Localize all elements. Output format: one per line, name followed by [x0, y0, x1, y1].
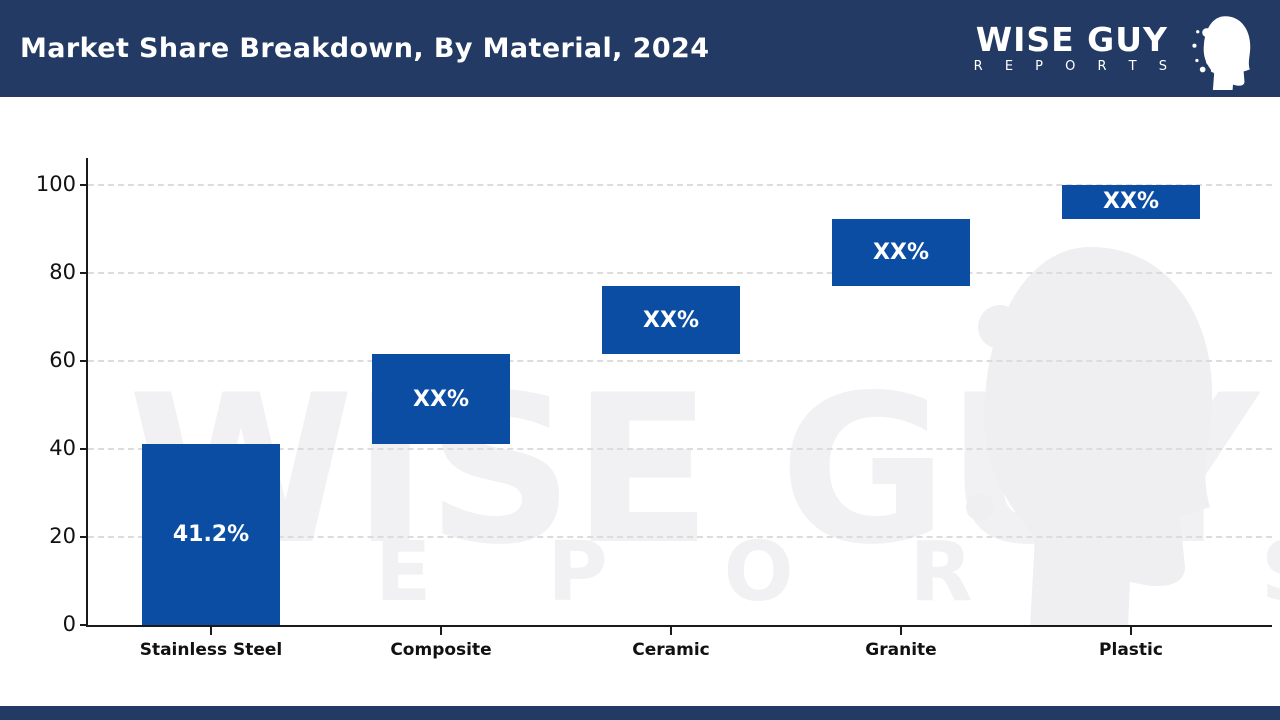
xcat-label-plastic: Plastic [1099, 640, 1163, 660]
bar-value-label: XX% [413, 386, 469, 412]
bar-value-label: XX% [1103, 189, 1159, 215]
xtick-mark [440, 627, 442, 635]
gridline-y100 [88, 184, 1272, 186]
xtick-mark [670, 627, 672, 635]
gridline-y60 [88, 360, 1272, 362]
xcat-label-ceramic: Ceramic [632, 640, 710, 660]
bar-composite: XX% [372, 354, 510, 444]
logo-subtitle: R E P O R T S [973, 59, 1176, 74]
gridline-y40 [88, 448, 1272, 450]
xcat-label-granite: Granite [865, 640, 937, 660]
bar-value-label: XX% [873, 240, 929, 266]
wise-guy-reports-logo: WISE GUY R E P O R T S [968, 8, 1252, 90]
bar-stainless-steel: 41.2% [142, 443, 280, 625]
ytick-mark-40 [80, 448, 88, 450]
ytick-mark-0 [80, 624, 88, 626]
bar-value-label: 41.2% [172, 521, 250, 547]
ytick-label-100: 100 [35, 172, 76, 196]
bar-value-label: XX% [643, 307, 699, 333]
logo-text: WISE GUY R E P O R T S [968, 23, 1176, 74]
ytick-label-60: 60 [49, 348, 76, 372]
xtick-mark [210, 627, 212, 635]
gridline-y20 [88, 536, 1272, 538]
x-axis-spine [86, 625, 1272, 627]
y-axis-spine [86, 158, 88, 627]
ytick-mark-100 [80, 184, 88, 186]
xcat-label-stainless-steel: Stainless Steel [139, 640, 283, 660]
ytick-label-20: 20 [49, 524, 76, 548]
xtick-mark [1130, 627, 1132, 635]
bar-ceramic: XX% [602, 286, 740, 355]
bar-plastic: XX% [1062, 185, 1200, 219]
xtick-mark [900, 627, 902, 635]
ytick-mark-60 [80, 360, 88, 362]
ytick-label-40: 40 [49, 436, 76, 460]
gridline-y80 [88, 272, 1272, 274]
footer-bar [0, 706, 1280, 720]
header-bar: Market Share Breakdown, By Material, 202… [0, 0, 1280, 97]
ytick-mark-80 [80, 272, 88, 274]
logo-wordmark: WISE GUY [975, 20, 1168, 59]
ytick-label-0: 0 [62, 612, 76, 636]
chart-title: Market Share Breakdown, By Material, 202… [20, 33, 710, 64]
logo-head-icon [1192, 15, 1251, 90]
bar-granite: XX% [832, 218, 970, 287]
ytick-label-80: 80 [49, 260, 76, 284]
ytick-mark-20 [80, 536, 88, 538]
xcat-label-composite: Composite [390, 640, 492, 660]
